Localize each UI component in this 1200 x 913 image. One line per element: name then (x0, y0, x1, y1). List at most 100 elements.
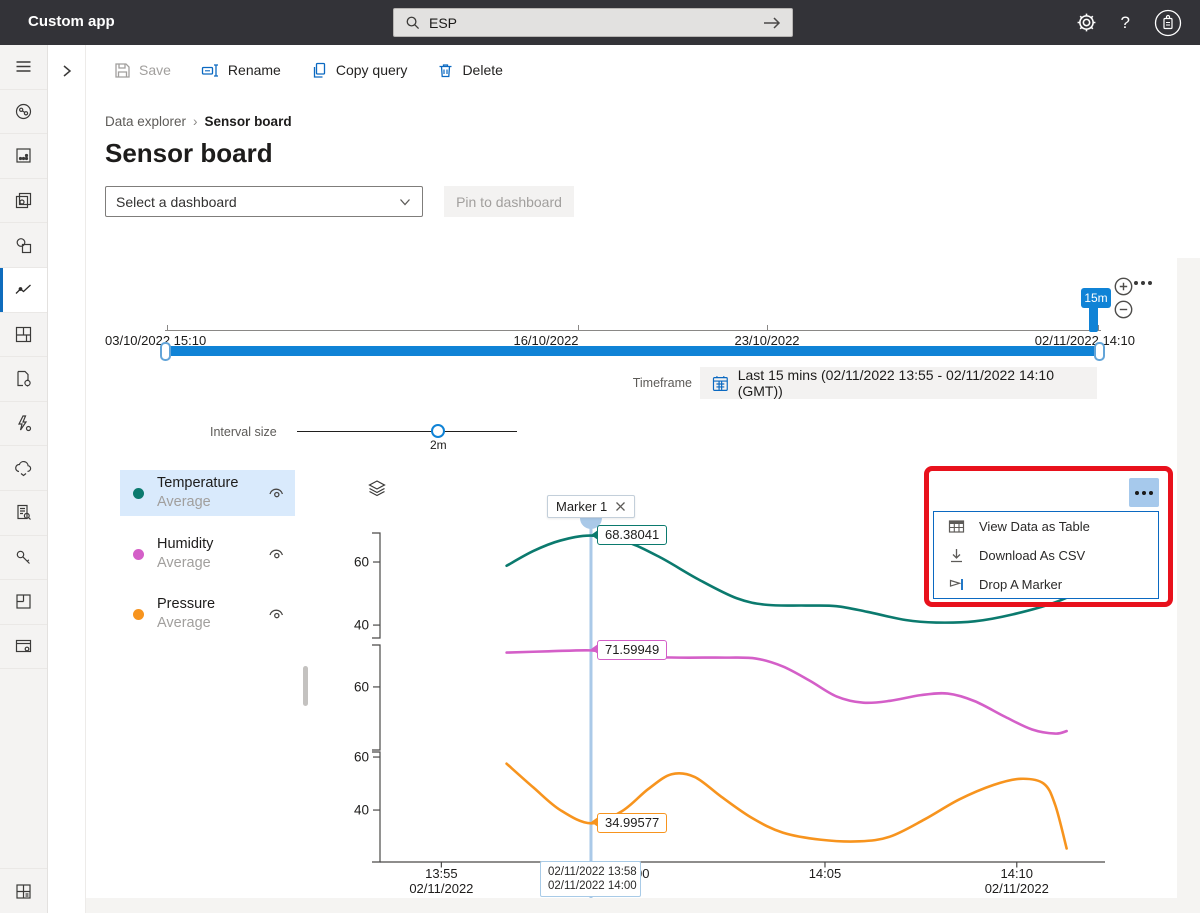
search-submit-arrow-icon[interactable] (762, 15, 782, 31)
expand-nav-button[interactable] (55, 59, 79, 83)
sidebar-item-audit-logs[interactable] (0, 491, 47, 536)
menu-item-download-as-csv[interactable]: Download As CSV (934, 541, 1158, 570)
chart-context-menu: View Data as Table Download As CSV Drop … (933, 511, 1159, 599)
legend-item-humidity[interactable]: Humidity Average (120, 531, 295, 577)
breadcrumb-parent[interactable]: Data explorer (105, 114, 187, 129)
svg-text:60: 60 (354, 555, 369, 570)
timeline-zoom-in-button[interactable] (1114, 277, 1133, 296)
menu-item-view-data-as-table[interactable]: View Data as Table (934, 512, 1158, 541)
copy-icon (313, 62, 325, 78)
app-title: Custom app (28, 13, 115, 30)
sidebar-item-device-groups[interactable] (0, 179, 47, 224)
key-icon (16, 550, 30, 564)
search-input[interactable]: ESP (393, 8, 793, 37)
overview-icon (15, 103, 32, 119)
marker-chip-label: Marker 1 (556, 499, 608, 514)
svg-text:02/11/2022: 02/11/2022 (409, 881, 473, 896)
dashboards-icon (15, 326, 32, 342)
account-avatar[interactable] (1154, 9, 1182, 37)
svg-text:14:10: 14:10 (1000, 866, 1033, 881)
calendar-icon (712, 375, 728, 391)
devices-icon (16, 148, 31, 164)
nav-collapse-column (48, 45, 86, 913)
interval-size-label: Interval size (210, 425, 277, 439)
top-app-bar: Custom app ESP ? (0, 0, 1200, 45)
marker-time-start: 02/11/2022 13:58 (548, 866, 637, 878)
legend-stat: Average (157, 615, 211, 631)
page-background-strip-bottom (86, 898, 1200, 913)
copy-query-button[interactable]: Copy query (311, 62, 407, 79)
highlight-annotation (924, 466, 1173, 607)
menu-item-drop-a-marker[interactable]: Drop A Marker (934, 570, 1158, 599)
timeline-range-track[interactable] (165, 346, 1101, 356)
legend-item-pressure[interactable]: Pressure Average (120, 591, 295, 637)
svg-text:13:55: 13:55 (425, 866, 458, 881)
visibility-eye-icon[interactable] (266, 604, 286, 624)
legend-name: Pressure (157, 596, 216, 612)
menu-item-label: Download As CSV (979, 548, 1086, 563)
audit-logs-icon (17, 505, 31, 521)
sidebar-item-customization[interactable] (0, 625, 47, 670)
sidebar-item-data-export[interactable] (0, 446, 47, 491)
dashboard-select-dropdown[interactable]: Select a dashboard (105, 186, 423, 217)
temperature-color-dot (133, 487, 144, 499)
timeframe-label: Timeframe (632, 376, 692, 390)
legend-scrollbar-thumb[interactable] (303, 666, 308, 706)
marker-value-tag-humidity: 71.59949 (590, 639, 668, 660)
marker-value-tag-pressure: 34.99577 (590, 812, 668, 833)
timeline-handle-right[interactable] (1094, 342, 1105, 361)
download-icon (951, 549, 962, 563)
interval-slider-track[interactable] (297, 431, 517, 432)
help-icon[interactable]: ? (1120, 12, 1130, 32)
sidebar-item-data-explorer[interactable] (0, 267, 47, 313)
breadcrumb-current: Sensor board (204, 114, 292, 129)
timeline-axis (165, 325, 1101, 331)
nav-menu-button[interactable] (0, 45, 47, 90)
sidebar-item-app-grid[interactable] (0, 868, 47, 913)
save-button[interactable]: Save (114, 62, 171, 79)
sidebar-item-app-layout[interactable] (0, 580, 47, 625)
sidebar-item-devices[interactable] (0, 134, 47, 179)
sidebar-item-jobs[interactable] (0, 357, 47, 402)
sidebar-item-rules[interactable] (0, 402, 47, 447)
marker-time-tooltip: 02/11/2022 13:58 02/11/2022 14:00 (540, 861, 641, 897)
sidebar-item-dashboards[interactable] (0, 313, 47, 358)
sidebar-item-device-templates[interactable] (0, 223, 47, 268)
marker-chip[interactable]: Marker 1 (547, 495, 636, 518)
timeline-handle-left[interactable] (160, 342, 171, 361)
svg-text:60: 60 (354, 679, 369, 694)
zoom-window-stem (1089, 306, 1098, 332)
delete-label: Delete (462, 62, 503, 78)
legend-item-temperature[interactable]: Temperature Average (120, 470, 295, 516)
settings-gear-icon[interactable] (1076, 12, 1097, 33)
device-groups-icon (15, 192, 32, 209)
zoom-window-badge[interactable]: 15m (1081, 288, 1111, 308)
timeframe-picker[interactable]: Last 15 mins (02/11/2022 13:55 - 02/11/2… (700, 367, 1097, 399)
delete-button[interactable]: Delete (437, 62, 503, 79)
sidebar-item-permissions[interactable] (0, 536, 47, 581)
svg-text:02/11/2022: 02/11/2022 (985, 881, 1049, 896)
pin-to-dashboard-button[interactable]: Pin to dashboard (444, 186, 574, 217)
interval-slider-handle[interactable] (431, 424, 445, 438)
timeline-label-start: 03/10/2022 15:10 (105, 333, 207, 348)
data-export-cloud-icon (15, 460, 32, 476)
table-icon (948, 520, 965, 533)
svg-text:14:05: 14:05 (809, 866, 842, 881)
query-toolbar: Save Rename Copy query Delete (86, 45, 1200, 95)
marker-value-tag-temperature: 68.38041 (590, 525, 668, 546)
chevron-down-icon (400, 198, 410, 205)
visibility-eye-icon[interactable] (266, 544, 286, 564)
chart-more-options-button[interactable] (1129, 478, 1159, 507)
layers-icon[interactable] (366, 478, 388, 500)
timeframe-value: Last 15 mins (02/11/2022 13:55 - 02/11/2… (737, 367, 1054, 399)
marker-close-icon[interactable] (615, 501, 626, 512)
menu-item-label: Drop A Marker (979, 577, 1063, 592)
legend-stat: Average (157, 494, 211, 510)
rename-button[interactable]: Rename (201, 62, 281, 79)
visibility-eye-icon[interactable] (266, 483, 286, 503)
sidebar-item-overview[interactable] (0, 90, 47, 135)
timeline-more-options-icon[interactable] (1134, 281, 1152, 285)
timeline-zoom-out-button[interactable] (1114, 300, 1133, 319)
search-icon (406, 16, 420, 30)
